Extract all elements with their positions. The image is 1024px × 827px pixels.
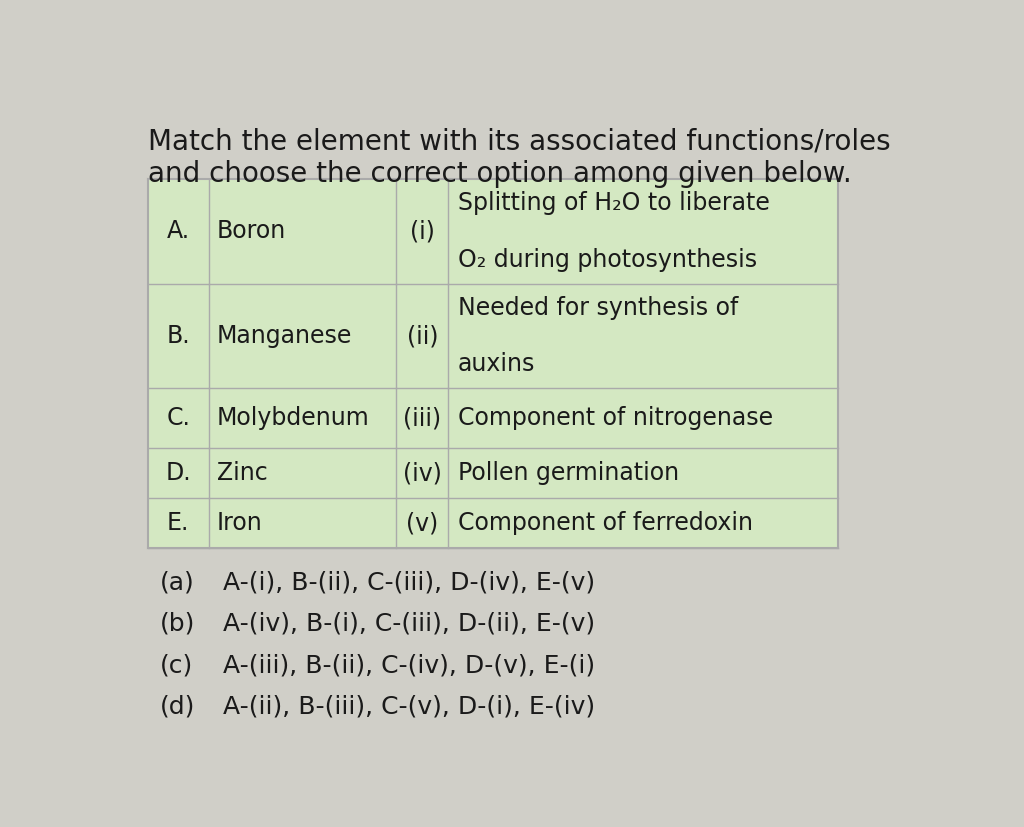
Text: (i): (i) <box>410 219 435 243</box>
Text: A-(iv), B-(i), C-(iii), D-(ii), E-(v): A-(iv), B-(i), C-(iii), D-(ii), E-(v) <box>223 612 595 636</box>
Text: B.: B. <box>167 324 190 348</box>
Text: (a): (a) <box>160 571 195 595</box>
Text: (iii): (iii) <box>403 406 441 430</box>
Text: (iv): (iv) <box>402 461 441 485</box>
Text: E.: E. <box>167 511 189 535</box>
Text: A-(ii), B-(iii), C-(v), D-(i), E-(iv): A-(ii), B-(iii), C-(v), D-(i), E-(iv) <box>223 695 595 719</box>
Text: Component of ferredoxin: Component of ferredoxin <box>458 511 753 535</box>
Text: Component of nitrogenase: Component of nitrogenase <box>458 406 773 430</box>
Text: Match the element with its associated functions/roles: Match the element with its associated fu… <box>147 128 891 156</box>
Text: A-(iii), B-(ii), C-(iv), D-(v), E-(i): A-(iii), B-(ii), C-(iv), D-(v), E-(i) <box>223 653 595 677</box>
Text: Pollen germination: Pollen germination <box>458 461 679 485</box>
Text: D.: D. <box>166 461 191 485</box>
Bar <box>147 179 839 548</box>
Text: (d): (d) <box>160 695 196 719</box>
Text: Molybdenum: Molybdenum <box>216 406 370 430</box>
Text: Needed for synthesis of: Needed for synthesis of <box>458 296 738 320</box>
Text: C.: C. <box>166 406 190 430</box>
Text: (v): (v) <box>407 511 438 535</box>
Text: A-(i), B-(ii), C-(iii), D-(iv), E-(v): A-(i), B-(ii), C-(iii), D-(iv), E-(v) <box>223 571 595 595</box>
Text: (ii): (ii) <box>407 324 438 348</box>
Text: auxins: auxins <box>458 352 536 376</box>
Text: Boron: Boron <box>216 219 286 243</box>
Text: O₂ during photosynthesis: O₂ during photosynthesis <box>458 247 757 271</box>
Text: A.: A. <box>167 219 189 243</box>
Text: (b): (b) <box>160 612 196 636</box>
Text: (c): (c) <box>160 653 193 677</box>
Text: Splitting of H₂O to liberate: Splitting of H₂O to liberate <box>458 191 770 215</box>
Text: Iron: Iron <box>216 511 262 535</box>
Text: and choose the correct option among given below.: and choose the correct option among give… <box>147 160 852 188</box>
Text: Manganese: Manganese <box>216 324 352 348</box>
Text: Zinc: Zinc <box>216 461 267 485</box>
